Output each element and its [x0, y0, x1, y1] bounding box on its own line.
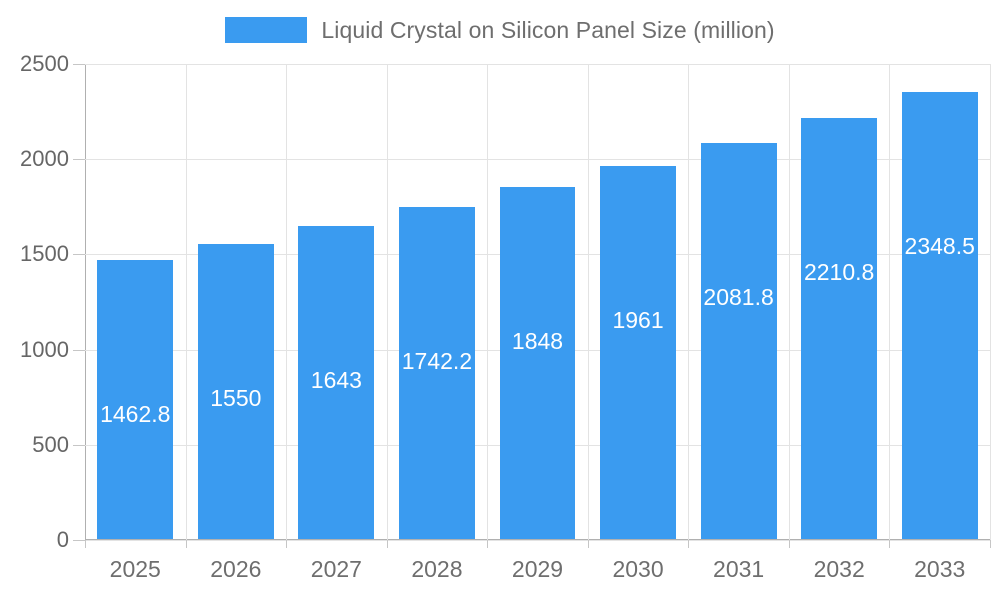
- y-tick-label-0: 0: [56, 527, 69, 552]
- x-axis-line: [85, 539, 990, 540]
- gridline-x-8: [889, 64, 890, 540]
- bar-2025[interactable]: [97, 260, 174, 539]
- x-tick-mark-8: [889, 540, 890, 548]
- bar-2028[interactable]: [398, 207, 475, 539]
- y-tick-mark-2000: [73, 159, 85, 161]
- y-tick-label-2500: 2500: [20, 51, 69, 76]
- x-tick-mark-3: [387, 540, 388, 548]
- gridline-x-1: [186, 64, 187, 540]
- bar-2033[interactable]: [901, 91, 978, 539]
- bar-2029[interactable]: [499, 187, 576, 539]
- x-tick-mark-5: [588, 540, 589, 548]
- gridline-y-0: [85, 540, 990, 541]
- x-tick-label-2030: 2030: [612, 556, 664, 582]
- gridline-y-2500: [85, 64, 990, 65]
- y-tick-label-500: 500: [32, 431, 69, 457]
- y-tick-label-1000: 1000: [20, 336, 69, 362]
- bar-2026[interactable]: [197, 243, 274, 539]
- x-tick-label-2026: 2026: [210, 556, 262, 582]
- y-axis-line: [85, 64, 86, 540]
- x-tick-label-2025: 2025: [109, 556, 161, 582]
- x-tick-label-2028: 2028: [411, 556, 463, 582]
- x-tick-mark-7: [789, 540, 790, 548]
- legend-label-liquid-crystal-on-silicon-panel-size: Liquid Crystal on Silicon Panel Size (mi…: [321, 16, 775, 43]
- gridline-x-9: [990, 64, 991, 540]
- gridline-x-7: [789, 64, 790, 540]
- y-tick-mark-1000: [73, 349, 85, 351]
- bar-2032[interactable]: [801, 118, 878, 539]
- gridline-y-2000: [85, 159, 990, 161]
- x-tick-label-2031: 2031: [713, 556, 765, 582]
- x-tick-mark-4: [487, 540, 488, 548]
- y-tick-mark-500: [73, 444, 85, 446]
- plot-area: 0 500 1000 1500 2000 2500 1462.8 1550 1643 1742.…: [20, 51, 991, 582]
- bar-2030[interactable]: [600, 165, 676, 539]
- y-tick-mark-0: [73, 540, 85, 541]
- gridline-x-2: [286, 64, 287, 540]
- x-tick-label-2027: 2027: [310, 556, 362, 582]
- bar-2031[interactable]: [700, 142, 777, 539]
- x-tick-label-2033: 2033: [914, 556, 966, 582]
- gridline-x-5: [588, 64, 589, 540]
- y-tick-mark-2500: [73, 64, 85, 65]
- y-tick-label-1500: 1500: [20, 241, 69, 267]
- legend-swatch-liquid-crystal-on-silicon-panel-size: [225, 17, 308, 43]
- x-tick-label-2029: 2029: [511, 556, 564, 582]
- x-tick-mark-1: [186, 540, 187, 548]
- x-tick-mark-9: [990, 540, 991, 548]
- bar-2027[interactable]: [298, 226, 375, 539]
- gridline-x-6: [688, 64, 689, 540]
- x-tick-mark-6: [688, 540, 689, 548]
- x-tick-label-2032: 2032: [813, 556, 865, 582]
- y-tick-mark-1500: [73, 254, 85, 256]
- x-tick-mark-0: [85, 540, 86, 548]
- x-tick-mark-2: [286, 540, 287, 548]
- chart-legend: Liquid Crystal on Silicon Panel Size (mi…: [0, 10, 1000, 50]
- gridline-x-4: [487, 64, 488, 540]
- gridline-x-3: [387, 64, 388, 540]
- y-tick-label-2000: 2000: [20, 146, 69, 172]
